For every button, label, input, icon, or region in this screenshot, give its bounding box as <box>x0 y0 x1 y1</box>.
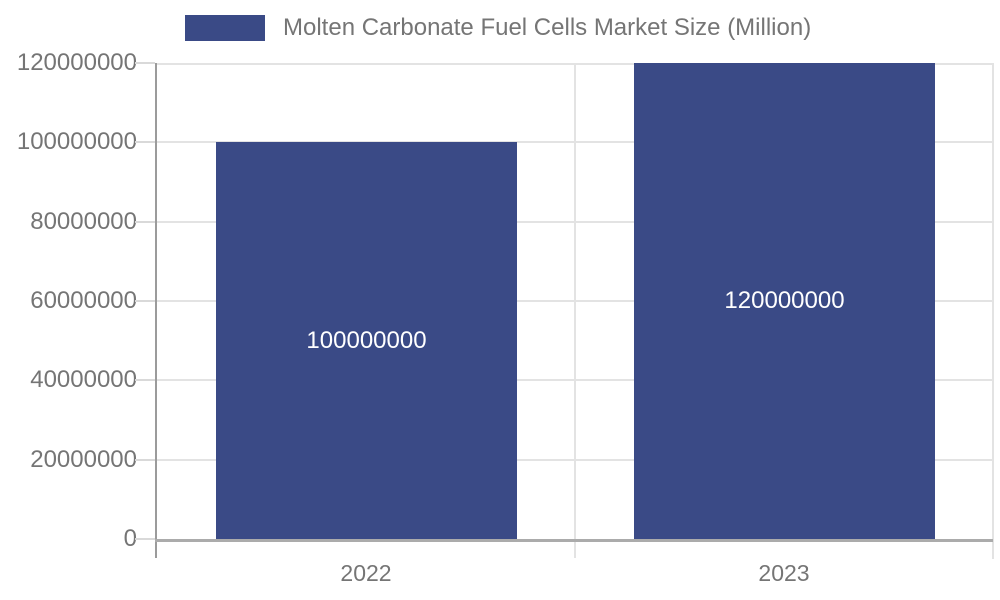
legend-swatch <box>185 15 265 41</box>
bar-value-label: 100000000 <box>306 326 427 354</box>
bar-2022: 100000000 <box>216 142 517 539</box>
y-tick-label: 40000000 <box>30 366 137 394</box>
x-axis-line <box>155 539 993 542</box>
bar-2023: 120000000 <box>634 63 935 539</box>
legend: Molten Carbonate Fuel Cells Market Size … <box>185 14 811 42</box>
y-axis-line <box>155 63 157 558</box>
y-axis-labels: 120000000 100000000 80000000 60000000 40… <box>0 49 137 552</box>
y-tick-label: 20000000 <box>30 445 137 473</box>
bar-value-label: 120000000 <box>724 287 845 314</box>
x-tick-label-2023: 2023 <box>758 560 810 586</box>
x-tick-label-2022: 2022 <box>340 560 392 586</box>
y-tick <box>135 220 155 223</box>
y-tick <box>135 141 155 144</box>
y-tick <box>135 62 155 64</box>
y-tick-label: 100000000 <box>16 128 137 156</box>
y-tick <box>135 379 155 382</box>
y-tick-label: 60000000 <box>30 287 137 314</box>
plot-area: 100000000 120000000 <box>135 62 994 559</box>
legend-label: Molten Carbonate Fuel Cells Market Size … <box>283 14 812 41</box>
y-tick-label: 0 <box>123 525 137 552</box>
gridline <box>574 63 576 558</box>
y-tick <box>135 538 155 540</box>
y-tick-label: 80000000 <box>30 207 137 235</box>
y-tick-label: 120000000 <box>16 49 137 76</box>
plot-right-border <box>992 63 994 559</box>
y-tick <box>135 458 155 461</box>
y-tick <box>135 300 155 302</box>
